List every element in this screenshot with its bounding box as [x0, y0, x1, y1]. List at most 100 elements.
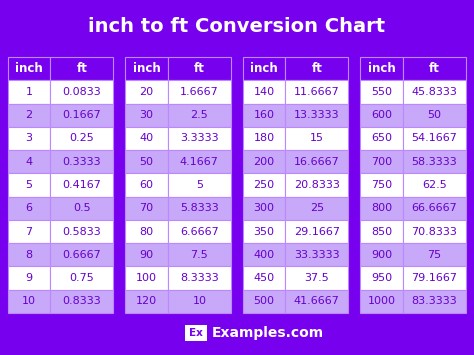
Text: 70.8333: 70.8333 — [411, 226, 457, 236]
Bar — [361, 243, 403, 267]
Bar — [8, 80, 50, 104]
Bar — [243, 197, 285, 220]
Bar — [168, 104, 231, 127]
Bar — [185, 325, 207, 341]
Text: inch: inch — [133, 62, 161, 75]
Text: 8.3333: 8.3333 — [180, 273, 219, 283]
Bar — [243, 150, 285, 173]
Bar — [50, 290, 113, 313]
Text: 30: 30 — [140, 110, 154, 120]
Text: 45.8333: 45.8333 — [411, 87, 457, 97]
Text: 200: 200 — [254, 157, 274, 167]
Bar — [168, 127, 231, 150]
Bar — [8, 173, 50, 197]
Text: 7: 7 — [26, 226, 33, 236]
Text: 140: 140 — [254, 87, 274, 97]
Text: 800: 800 — [371, 203, 392, 213]
Text: 1: 1 — [26, 87, 33, 97]
Bar — [126, 197, 168, 220]
Bar — [126, 243, 168, 267]
Bar — [361, 150, 403, 173]
Text: 9: 9 — [26, 273, 33, 283]
Bar — [50, 243, 113, 267]
Bar — [285, 173, 348, 197]
Text: 250: 250 — [254, 180, 274, 190]
Text: 13.3333: 13.3333 — [294, 110, 340, 120]
Bar — [126, 127, 168, 150]
Bar — [126, 290, 168, 313]
Text: 0.6667: 0.6667 — [63, 250, 101, 260]
Text: ft: ft — [194, 62, 205, 75]
Text: 2.5: 2.5 — [191, 110, 208, 120]
Text: 0.5833: 0.5833 — [63, 226, 101, 236]
Text: 1000: 1000 — [368, 296, 396, 306]
Text: 75: 75 — [427, 250, 441, 260]
Text: 25: 25 — [310, 203, 324, 213]
Bar — [243, 267, 285, 290]
Bar — [126, 57, 168, 80]
Text: 11.6667: 11.6667 — [294, 87, 340, 97]
Bar — [168, 197, 231, 220]
Bar — [243, 290, 285, 313]
Text: 100: 100 — [136, 273, 157, 283]
Bar — [243, 57, 285, 80]
Bar — [50, 220, 113, 243]
Bar — [361, 104, 403, 127]
Text: 54.1667: 54.1667 — [411, 133, 457, 143]
Text: 90: 90 — [139, 250, 154, 260]
Bar — [50, 197, 113, 220]
Bar — [361, 197, 403, 220]
Text: inch: inch — [15, 62, 43, 75]
Bar — [285, 290, 348, 313]
Bar — [403, 197, 466, 220]
Bar — [361, 290, 403, 313]
Text: 3.3333: 3.3333 — [180, 133, 219, 143]
Text: 29.1667: 29.1667 — [294, 226, 340, 236]
Text: 5: 5 — [196, 180, 203, 190]
Bar — [403, 127, 466, 150]
Bar — [243, 127, 285, 150]
Text: 80: 80 — [139, 226, 154, 236]
Text: 37.5: 37.5 — [304, 273, 329, 283]
Bar — [403, 220, 466, 243]
Bar — [243, 243, 285, 267]
Bar — [8, 267, 50, 290]
Text: 50: 50 — [428, 110, 441, 120]
Text: 6: 6 — [26, 203, 33, 213]
Text: 5: 5 — [26, 180, 33, 190]
Text: 0.5: 0.5 — [73, 203, 91, 213]
Bar — [168, 267, 231, 290]
Text: ft: ft — [429, 62, 440, 75]
Bar — [403, 290, 466, 313]
Text: 0.75: 0.75 — [70, 273, 94, 283]
Bar — [50, 104, 113, 127]
Bar — [361, 80, 403, 104]
Text: 62.5: 62.5 — [422, 180, 447, 190]
Text: 120: 120 — [136, 296, 157, 306]
Bar — [361, 267, 403, 290]
Text: 500: 500 — [254, 296, 274, 306]
Bar — [285, 80, 348, 104]
Text: 0.3333: 0.3333 — [63, 157, 101, 167]
Text: 5.8333: 5.8333 — [180, 203, 219, 213]
Text: inch: inch — [368, 62, 395, 75]
Bar — [8, 243, 50, 267]
Bar — [168, 57, 231, 80]
Text: 6.6667: 6.6667 — [180, 226, 219, 236]
Bar — [361, 173, 403, 197]
Text: 400: 400 — [254, 250, 274, 260]
Bar — [126, 220, 168, 243]
Text: 83.3333: 83.3333 — [411, 296, 457, 306]
Bar — [243, 220, 285, 243]
Text: 70: 70 — [139, 203, 154, 213]
Text: 160: 160 — [254, 110, 274, 120]
Bar — [168, 80, 231, 104]
Bar — [8, 127, 50, 150]
Bar — [285, 220, 348, 243]
Text: 10: 10 — [192, 296, 206, 306]
Text: 79.1667: 79.1667 — [411, 273, 457, 283]
Bar — [403, 104, 466, 127]
Text: Examples.com: Examples.com — [212, 326, 324, 340]
Bar — [50, 173, 113, 197]
Text: 66.6667: 66.6667 — [411, 203, 457, 213]
